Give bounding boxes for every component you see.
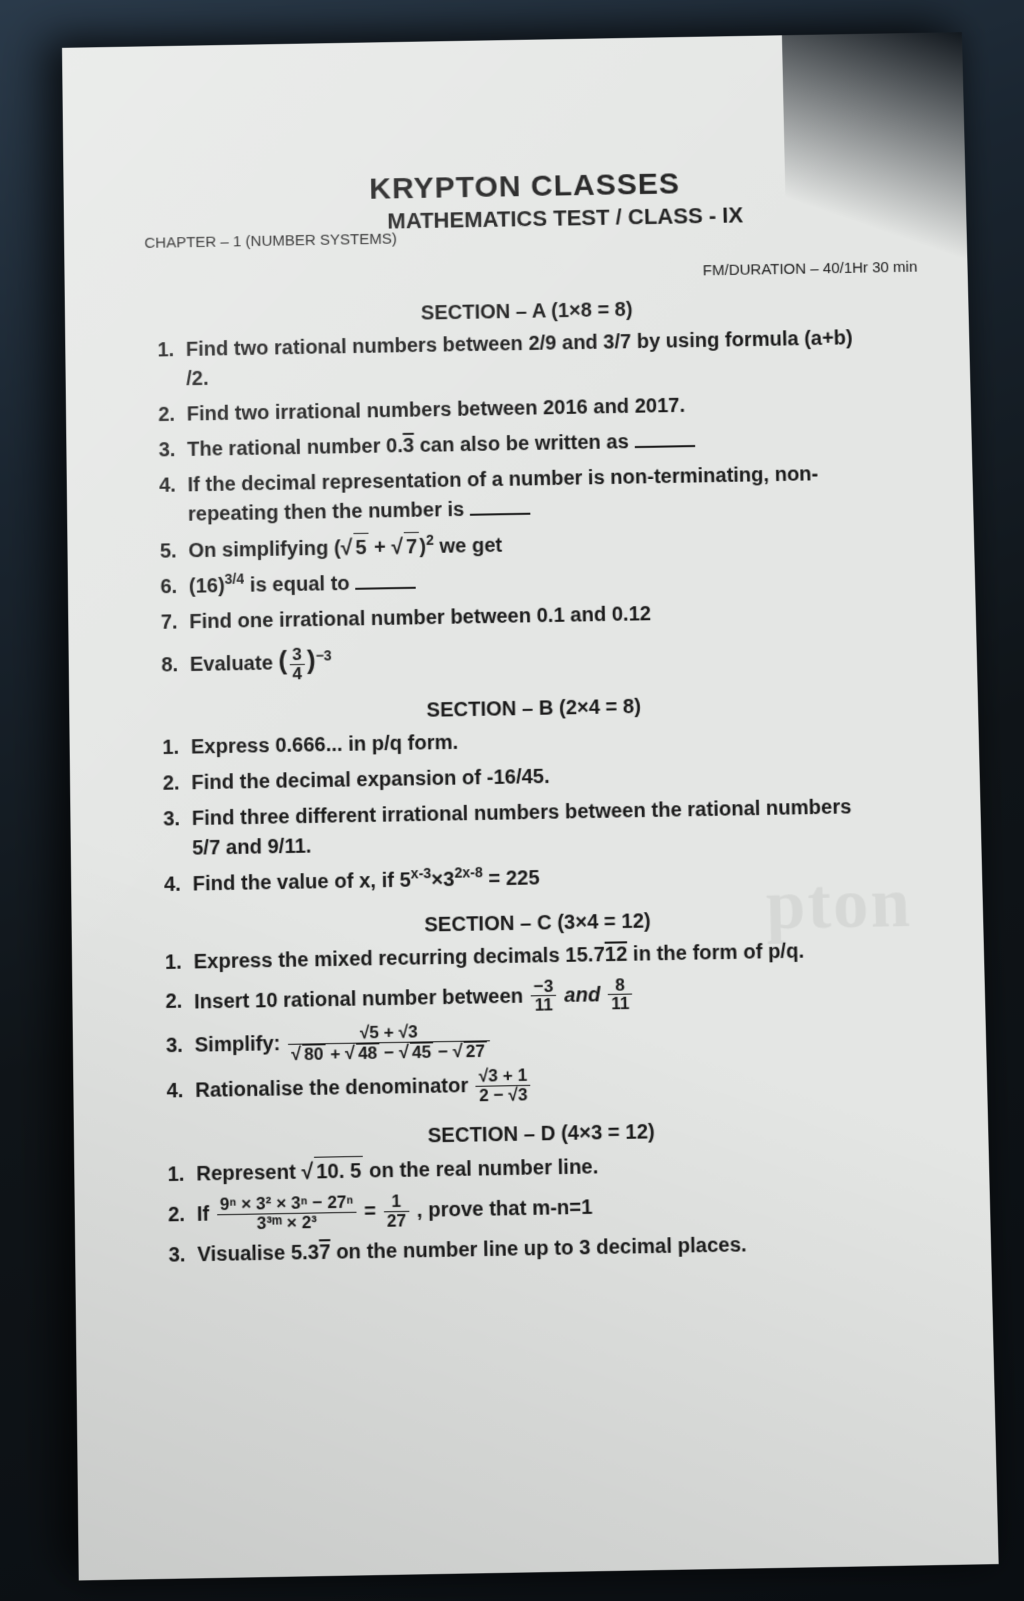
qA3: The rational number 0.3 can also be writ… <box>181 423 912 465</box>
qC2: Insert 10 rational number between −311 a… <box>188 970 925 1021</box>
qC4: Rationalise the denominator √3 + 1 2 − √… <box>189 1059 927 1110</box>
qC1: Express the mixed recurring decimals 15.… <box>187 935 923 978</box>
qA5: On simplifying (√5 + √7)2 we get <box>182 523 914 567</box>
qB2: Find the decimal expansion of -16/45. <box>185 756 919 799</box>
blank-line <box>634 427 695 448</box>
chapter-label: CHAPTER – 1 (NUMBER SYSTEMS) <box>144 230 397 252</box>
qD1: Represent √10. 5 on the real number line… <box>190 1145 928 1190</box>
blank-line <box>470 494 531 515</box>
qA8: Evaluate (34)−3 <box>184 631 917 685</box>
qD2: If 9ⁿ × 3² × 3ⁿ − 27ⁿ 3³ᵐ × 2³ = 1 27 , … <box>190 1183 929 1234</box>
qD3: Visualise 5.37 on the number line up to … <box>191 1227 930 1270</box>
blank-line <box>355 569 416 590</box>
duration-label: FM/DURATION – 40/1Hr 30 min <box>145 259 918 290</box>
qB4: Find the value of x, if 5x-3×32x-8 = 225 <box>186 857 921 900</box>
qA7: Find one irrational number between 0.1 a… <box>183 596 916 638</box>
section-d-list: Represent √10. 5 on the real number line… <box>155 1145 930 1270</box>
section-b-list: Express 0.666... in p/q form. Find the d… <box>150 720 921 900</box>
section-a-list: Find two rational numbers between 2/9 an… <box>146 323 917 685</box>
qA2: Find two irrational numbers between 2016… <box>180 388 910 430</box>
qA1: Find two rational numbers between 2/9 an… <box>180 323 910 394</box>
qC3: Simplify: √5 + √3 √80 + √48 − √45 − √27 <box>188 1014 925 1066</box>
worksheet-page: pton KRYPTON CLASSES MATHEMATICS TEST / … <box>62 32 999 1580</box>
qA4: If the decimal representation of a numbe… <box>181 458 913 530</box>
qB3: Find three different irrational numbers … <box>186 791 921 863</box>
qA6: (16)3/4 is equal to <box>183 560 915 602</box>
section-c-list: Express the mixed recurring decimals 15.… <box>153 935 927 1111</box>
qB1: Express 0.666... in p/q form. <box>185 720 919 762</box>
